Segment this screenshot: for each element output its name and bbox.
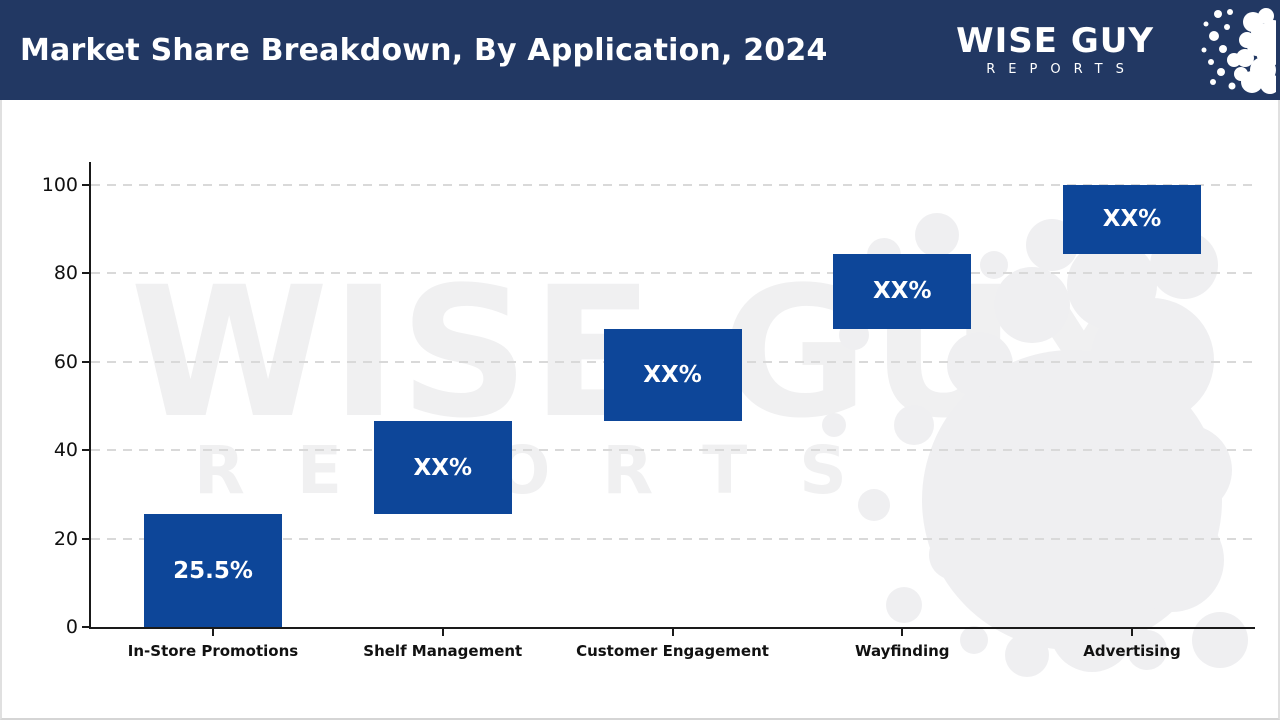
y-tick-mark xyxy=(82,272,89,275)
watermark-subtitle: REPORTS xyxy=(194,432,899,509)
y-gridline xyxy=(91,537,1255,540)
x-category-label: Advertising xyxy=(1083,642,1181,660)
y-tick-label: 40 xyxy=(53,439,78,462)
y-tick-label: 60 xyxy=(53,350,78,373)
logo-head-icon xyxy=(1201,8,1276,94)
x-tick-mark xyxy=(901,629,904,636)
y-tick-mark xyxy=(82,184,89,186)
x-tick-mark xyxy=(1131,629,1133,636)
x-axis-line xyxy=(89,627,1255,629)
y-gridline xyxy=(91,272,1255,275)
brand-logo-text: WISE GUY REPORTS xyxy=(956,24,1154,76)
bar-shelf-management: XX% xyxy=(373,421,512,515)
y-tick-label: 0 xyxy=(65,616,78,638)
y-tick-mark xyxy=(82,360,89,363)
x-category-label: Customer Engagement xyxy=(576,642,769,660)
y-tick-mark xyxy=(82,626,89,628)
bar-value-label: XX% xyxy=(1102,206,1162,233)
y-tick-label: 80 xyxy=(53,262,78,285)
bar-value-label: XX% xyxy=(872,278,932,305)
bar-value-label: XX% xyxy=(643,362,702,389)
chart-area: WISE GUY REPORTS 25.5% XX% XX% XX% XX% 0 20 40… xyxy=(0,100,1280,720)
x-category-label: Wayfinding xyxy=(854,642,950,660)
chart-title: Market Share Breakdown, By Application, … xyxy=(20,32,828,68)
bar-wayfinding: XX% xyxy=(833,253,972,329)
bar-value-label: XX% xyxy=(413,454,472,481)
y-tick-mark xyxy=(82,537,89,540)
y-gridline xyxy=(91,184,1255,186)
y-gridline xyxy=(91,449,1255,452)
brand-logo: WISE GUY REPORTS xyxy=(956,0,1276,100)
logo-subtitle: REPORTS xyxy=(986,62,1137,77)
logo-wordmark: WISE GUY xyxy=(956,21,1154,61)
bar-in-store-promotions: 25.5% xyxy=(144,514,282,627)
bar-customer-engagement: XX% xyxy=(603,328,742,422)
x-category-label: Shelf Management xyxy=(363,642,523,660)
x-category-label: In-Store Promotions xyxy=(127,642,299,660)
y-tick-mark xyxy=(82,449,89,452)
x-tick-mark xyxy=(441,629,444,636)
bar-value-label: 25.5% xyxy=(173,557,253,584)
x-tick-mark xyxy=(212,629,214,636)
bar-advertising: XX% xyxy=(1063,185,1201,254)
y-axis-line xyxy=(89,162,91,629)
y-tick-label: 20 xyxy=(53,527,78,550)
y-tick-label: 100 xyxy=(41,174,78,196)
watermark-head-icon xyxy=(822,213,1248,677)
x-tick-mark xyxy=(671,629,674,636)
header: Market Share Breakdown, By Application, … xyxy=(0,0,1280,100)
